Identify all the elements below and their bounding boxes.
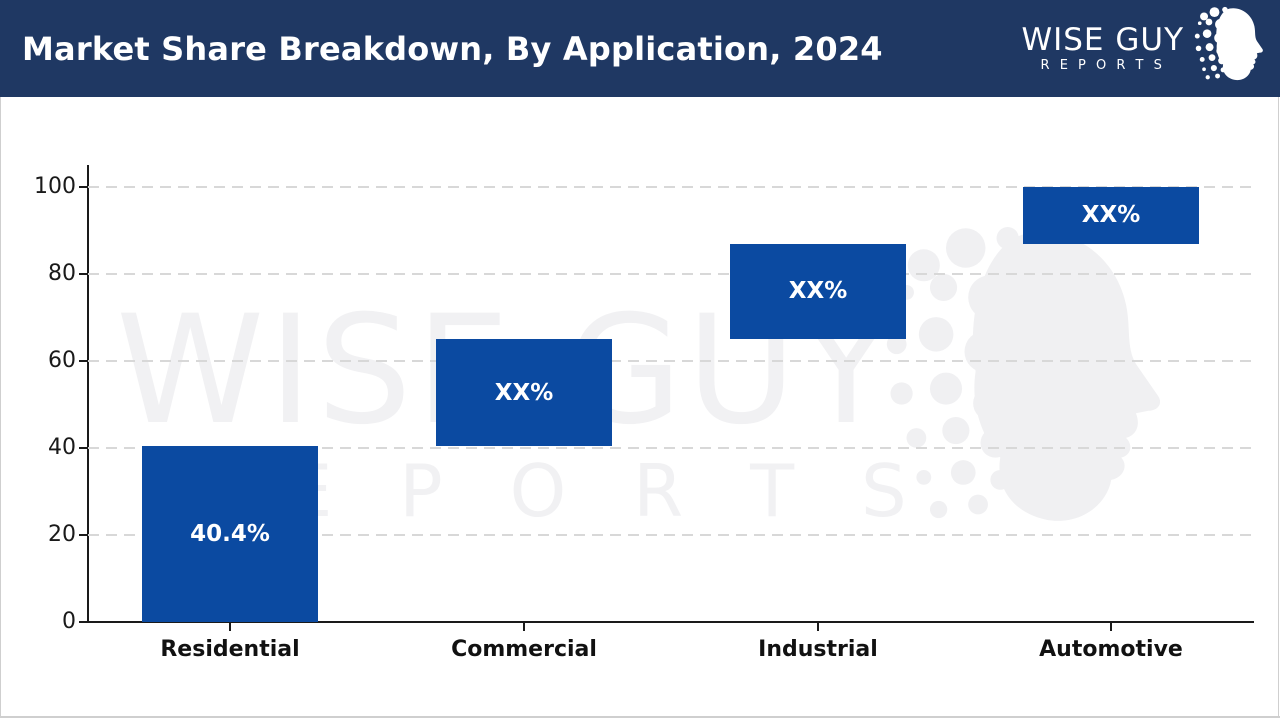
- x-tick-commercial: [523, 623, 525, 631]
- x-tick-industrial: [817, 623, 819, 631]
- logo: WISE GUY R E P O R T S: [1021, 6, 1266, 92]
- y-tick-label-80: 80: [48, 261, 76, 286]
- x-tick-label-residential: Residential: [160, 637, 300, 662]
- x-tick-residential: [229, 623, 231, 631]
- bar-value-label: XX%: [788, 278, 848, 305]
- x-tick-label-industrial: Industrial: [758, 637, 878, 662]
- y-tick-label-0: 0: [62, 609, 76, 634]
- bar-value-label: 40.4%: [190, 521, 270, 548]
- y-tick-20: [79, 534, 88, 536]
- x-tick-label-automotive: Automotive: [1039, 637, 1183, 662]
- card-border-bottom: [0, 716, 1280, 718]
- x-axis-line: [87, 621, 1254, 623]
- x-tick-automotive: [1110, 623, 1112, 631]
- bar-residential: 40.4%: [142, 446, 318, 622]
- logo-text: WISE GUY R E P O R T S: [1021, 24, 1184, 73]
- y-tick-label-60: 60: [48, 348, 76, 373]
- y-tick-60: [79, 360, 88, 362]
- logo-head-icon: [1194, 6, 1263, 80]
- y-axis-line: [87, 165, 89, 623]
- card-border-right: [1278, 97, 1279, 717]
- y-tick-100: [79, 186, 88, 188]
- bar-industrial: XX%: [730, 243, 906, 339]
- header: Market Share Breakdown, By Application, …: [0, 0, 1280, 97]
- logo-subtext: R E P O R T S: [1040, 57, 1165, 73]
- page-title: Market Share Breakdown, By Application, …: [22, 29, 883, 68]
- y-tick-0: [79, 621, 88, 623]
- y-tick-label-20: 20: [48, 522, 76, 547]
- y-tick-40: [79, 447, 88, 449]
- y-tick-label-40: 40: [48, 435, 76, 460]
- gridline-40: [88, 447, 1254, 449]
- bar-automotive: XX%: [1023, 187, 1199, 244]
- x-tick-label-commercial: Commercial: [451, 637, 597, 662]
- card-border-left: [0, 97, 1, 717]
- y-tick-label-100: 100: [34, 174, 76, 199]
- gridline-60: [88, 360, 1254, 362]
- logo-wordmark: WISE GUY: [1021, 22, 1184, 59]
- gridline-80: [88, 273, 1254, 275]
- bar-commercial: XX%: [436, 338, 612, 447]
- bar-value-label: XX%: [1081, 202, 1141, 229]
- gridline-20: [88, 534, 1254, 536]
- bar-value-label: XX%: [494, 379, 554, 406]
- y-tick-80: [79, 273, 88, 275]
- gridline-100: [88, 186, 1254, 188]
